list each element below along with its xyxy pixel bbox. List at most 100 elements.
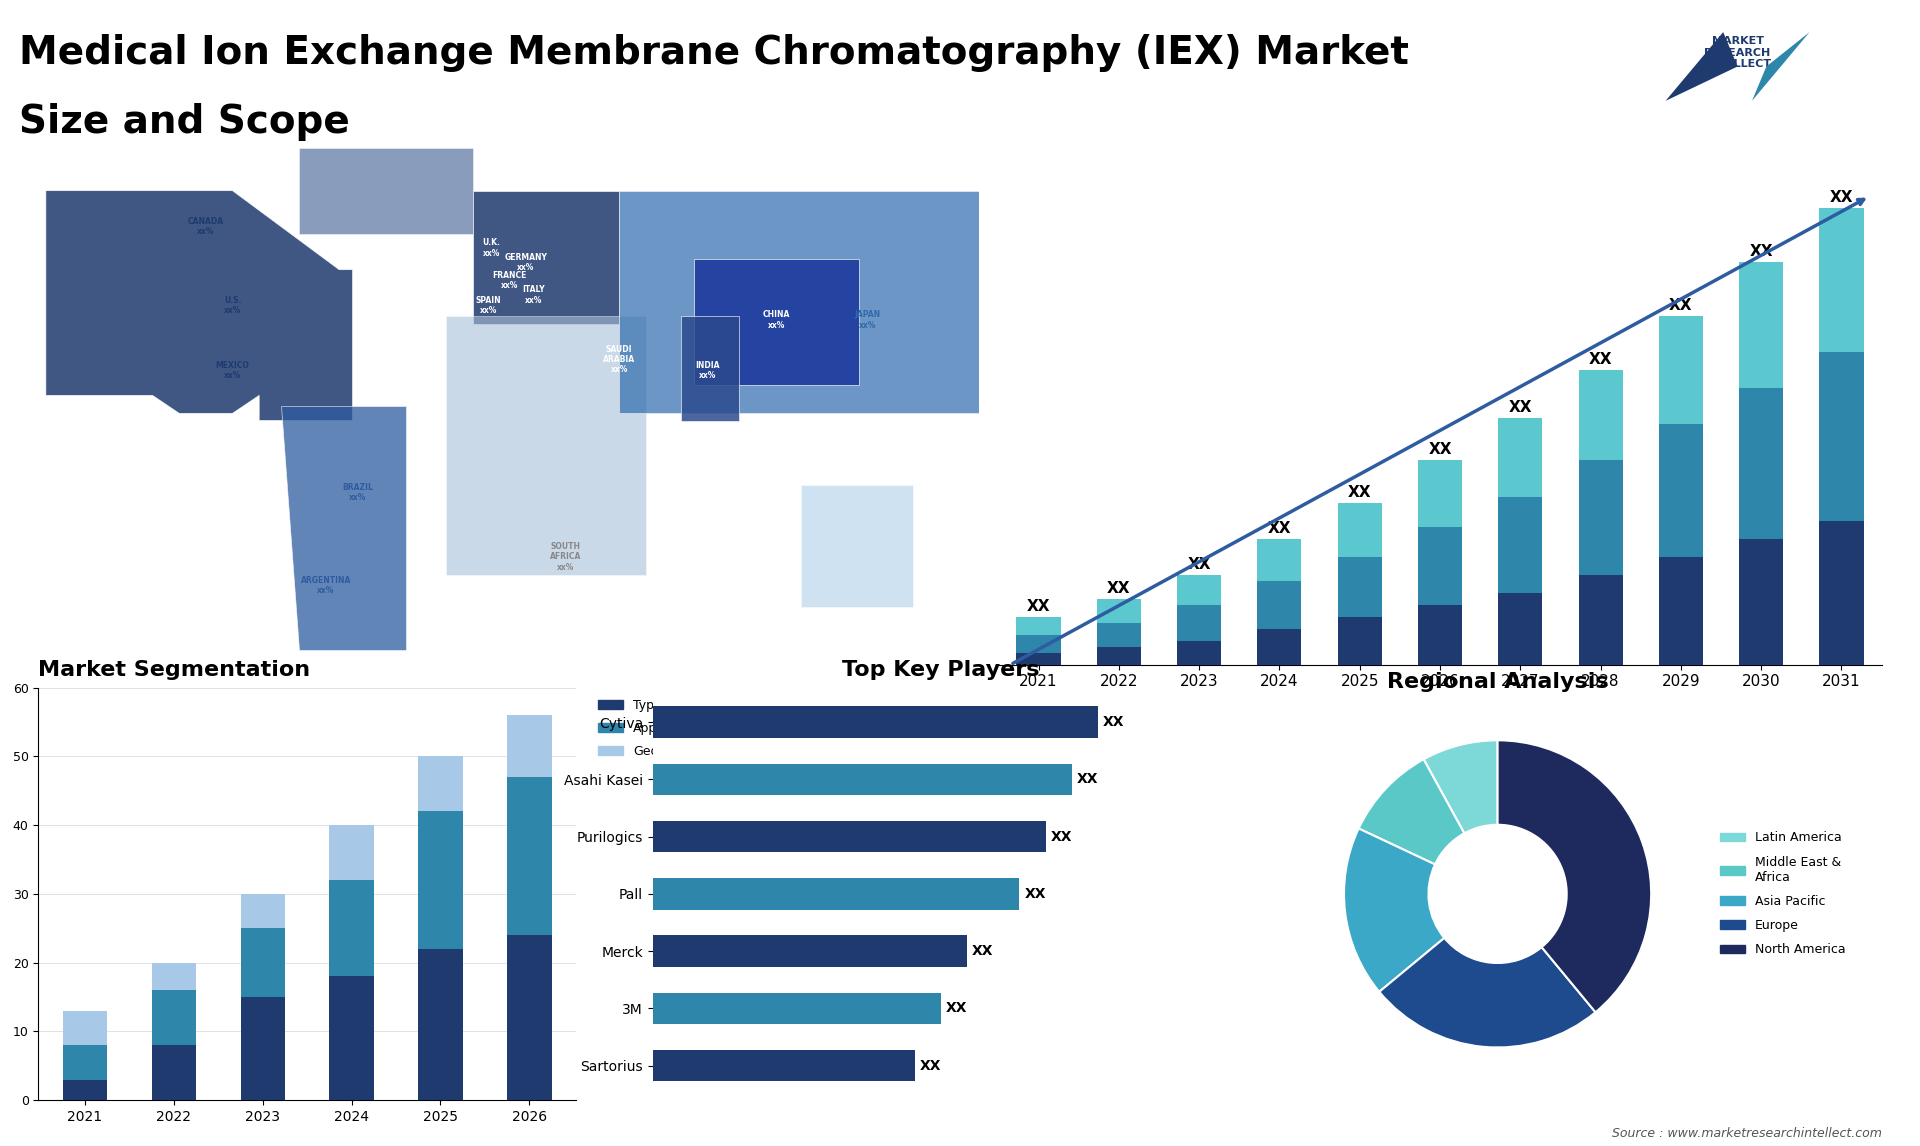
Bar: [240, 928, 284, 997]
Polygon shape: [1665, 32, 1738, 101]
Text: XX: XX: [1104, 715, 1125, 729]
Polygon shape: [693, 259, 860, 385]
Text: XX: XX: [1668, 298, 1693, 313]
Text: XX: XX: [1050, 830, 1071, 843]
Text: BRAZIL
xx%: BRAZIL xx%: [342, 482, 372, 502]
Bar: [419, 949, 463, 1100]
Bar: [1016, 635, 1060, 653]
Bar: [1578, 461, 1622, 574]
Bar: [1820, 209, 1864, 352]
Bar: [1417, 605, 1463, 665]
Bar: [152, 963, 196, 990]
Bar: [1498, 496, 1542, 592]
Bar: [1417, 526, 1463, 605]
Text: Market Segmentation: Market Segmentation: [38, 660, 311, 681]
Text: INDIA
xx%: INDIA xx%: [695, 361, 720, 380]
Text: XX: XX: [947, 1002, 968, 1015]
Polygon shape: [618, 190, 979, 414]
Text: XX: XX: [972, 944, 995, 958]
Bar: [240, 997, 284, 1100]
Bar: [330, 976, 374, 1100]
Bar: [1740, 388, 1784, 539]
Polygon shape: [445, 316, 645, 575]
Text: FRANCE
xx%: FRANCE xx%: [493, 270, 528, 290]
Bar: [1820, 520, 1864, 665]
Bar: [1258, 581, 1302, 629]
Text: XX: XX: [1348, 485, 1371, 500]
Bar: [1016, 617, 1060, 635]
Bar: [1498, 592, 1542, 665]
Title: Top Key Players: Top Key Players: [843, 660, 1039, 681]
Polygon shape: [801, 485, 912, 607]
Bar: [1820, 352, 1864, 520]
Bar: [653, 1050, 914, 1082]
Text: U.K.
xx%: U.K. xx%: [482, 238, 499, 258]
Bar: [1659, 316, 1703, 424]
Bar: [152, 990, 196, 1045]
Text: XX: XX: [1267, 520, 1290, 535]
Wedge shape: [1359, 760, 1465, 864]
Bar: [1338, 557, 1382, 617]
Bar: [1338, 502, 1382, 557]
Bar: [152, 1045, 196, 1100]
Bar: [1177, 605, 1221, 641]
Text: XX: XX: [1187, 557, 1212, 572]
Bar: [1338, 617, 1382, 665]
Polygon shape: [280, 406, 405, 650]
Bar: [507, 777, 551, 935]
Text: XX: XX: [1830, 190, 1853, 205]
Bar: [1096, 598, 1140, 622]
Bar: [653, 878, 1020, 910]
Bar: [63, 1080, 108, 1100]
Legend: Type, Application, Geography: Type, Application, Geography: [593, 693, 708, 763]
Bar: [330, 880, 374, 976]
Bar: [419, 811, 463, 949]
Text: XX: XX: [1428, 442, 1452, 457]
Bar: [419, 756, 463, 811]
Text: XX: XX: [1590, 352, 1613, 368]
Text: CANADA
xx%: CANADA xx%: [188, 217, 225, 236]
Text: SAUDI
ARABIA
xx%: SAUDI ARABIA xx%: [603, 345, 636, 375]
Wedge shape: [1498, 740, 1651, 1012]
Bar: [653, 821, 1046, 853]
Bar: [507, 715, 551, 777]
Wedge shape: [1423, 740, 1498, 833]
Legend: Latin America, Middle East &
Africa, Asia Pacific, Europe, North America: Latin America, Middle East & Africa, Asi…: [1715, 826, 1851, 961]
Text: XX: XX: [1027, 598, 1050, 613]
Text: XX: XX: [1077, 772, 1098, 786]
Wedge shape: [1344, 829, 1444, 991]
Bar: [1578, 574, 1622, 665]
Bar: [1177, 574, 1221, 605]
Bar: [1258, 539, 1302, 581]
Text: XX: XX: [1749, 244, 1772, 259]
Text: XX: XX: [1509, 400, 1532, 416]
Text: Source : www.marketresearchintellect.com: Source : www.marketresearchintellect.com: [1611, 1128, 1882, 1140]
Text: MEXICO
xx%: MEXICO xx%: [215, 361, 250, 380]
Text: CHINA
xx%: CHINA xx%: [762, 311, 791, 330]
Bar: [1417, 461, 1463, 526]
Text: ITALY
xx%: ITALY xx%: [522, 285, 545, 305]
Bar: [1659, 557, 1703, 665]
Text: SPAIN
xx%: SPAIN xx%: [476, 296, 501, 315]
Title: Regional Analysis: Regional Analysis: [1386, 672, 1609, 692]
Text: ARGENTINA
xx%: ARGENTINA xx%: [301, 576, 351, 596]
Bar: [240, 894, 284, 928]
Polygon shape: [46, 190, 353, 421]
Bar: [653, 763, 1071, 795]
Bar: [63, 1045, 108, 1080]
Bar: [1177, 641, 1221, 665]
Bar: [1016, 653, 1060, 665]
Bar: [1740, 262, 1784, 388]
Polygon shape: [472, 190, 618, 323]
Bar: [653, 935, 968, 967]
Text: XX: XX: [1025, 887, 1046, 901]
Bar: [653, 706, 1098, 738]
Bar: [1578, 370, 1622, 461]
Text: JAPAN
xx%: JAPAN xx%: [854, 311, 879, 330]
Text: Size and Scope: Size and Scope: [19, 103, 349, 141]
Text: MARKET
RESEARCH
INTELLECT: MARKET RESEARCH INTELLECT: [1705, 37, 1770, 69]
Text: U.S.
xx%: U.S. xx%: [225, 296, 242, 315]
Text: GERMANY
xx%: GERMANY xx%: [505, 253, 547, 273]
Bar: [1498, 418, 1542, 496]
Bar: [330, 825, 374, 880]
